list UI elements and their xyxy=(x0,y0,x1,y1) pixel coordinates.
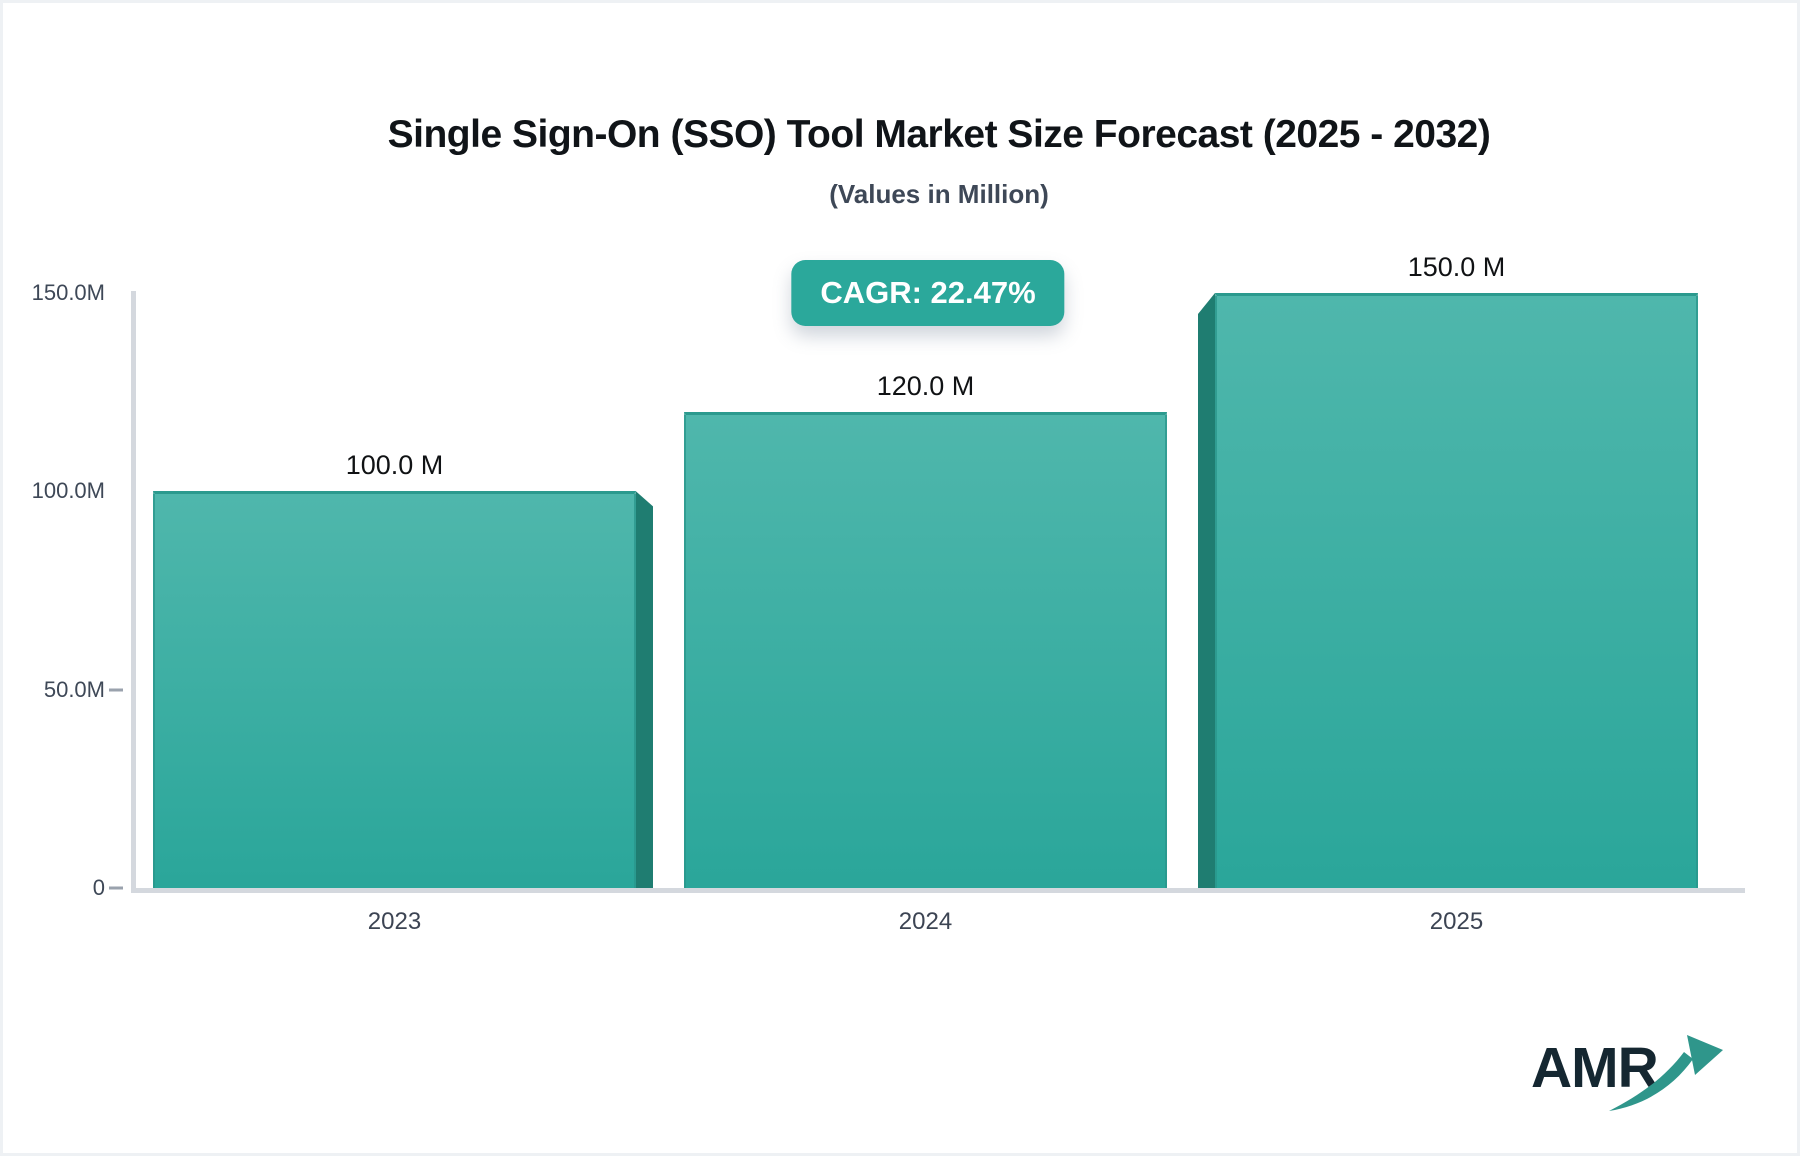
growth-arrow-icon xyxy=(1609,1035,1723,1111)
x-axis-category-label: 2023 xyxy=(367,908,422,935)
chart-header: Single Sign-On (SSO) Tool Market Size Fo… xyxy=(133,3,1745,210)
y-axis-tick-label: 100.0M xyxy=(31,478,105,504)
y-axis-tick-label: 0 xyxy=(92,875,105,900)
y-axis-tick-dash xyxy=(109,688,123,692)
bar-value-label: 120.0 M xyxy=(876,371,975,401)
bar-3d-side-2023 xyxy=(636,491,653,888)
x-axis-category-label: 2024 xyxy=(898,908,953,935)
bar-3d-side-2025 xyxy=(1198,293,1215,888)
amr-logo-text: AMR xyxy=(1531,1036,1659,1100)
bar-2023 xyxy=(153,491,636,888)
bar-value-label: 100.0 M xyxy=(345,450,444,481)
amr-logo: AMR xyxy=(1531,1035,1741,1125)
y-axis-line xyxy=(131,291,136,888)
x-axis-baseline xyxy=(131,888,1745,893)
y-axis-tick-dash xyxy=(109,886,123,890)
bar-2025 xyxy=(1215,293,1698,888)
bar-2024 xyxy=(684,412,1167,888)
chart-title: Single Sign-On (SSO) Tool Market Size Fo… xyxy=(387,113,1491,156)
chart-subtitle: (Values in Million) xyxy=(829,179,1049,209)
cagr-badge: CAGR: 22.47% xyxy=(791,260,1065,326)
bar-value-label: 150.0 M xyxy=(1407,252,1506,282)
x-axis-category-label: 2025 xyxy=(1429,908,1484,935)
y-axis-tick-label: 50.0M xyxy=(43,676,105,702)
y-axis-tick-label: 150.0M xyxy=(31,280,105,305)
